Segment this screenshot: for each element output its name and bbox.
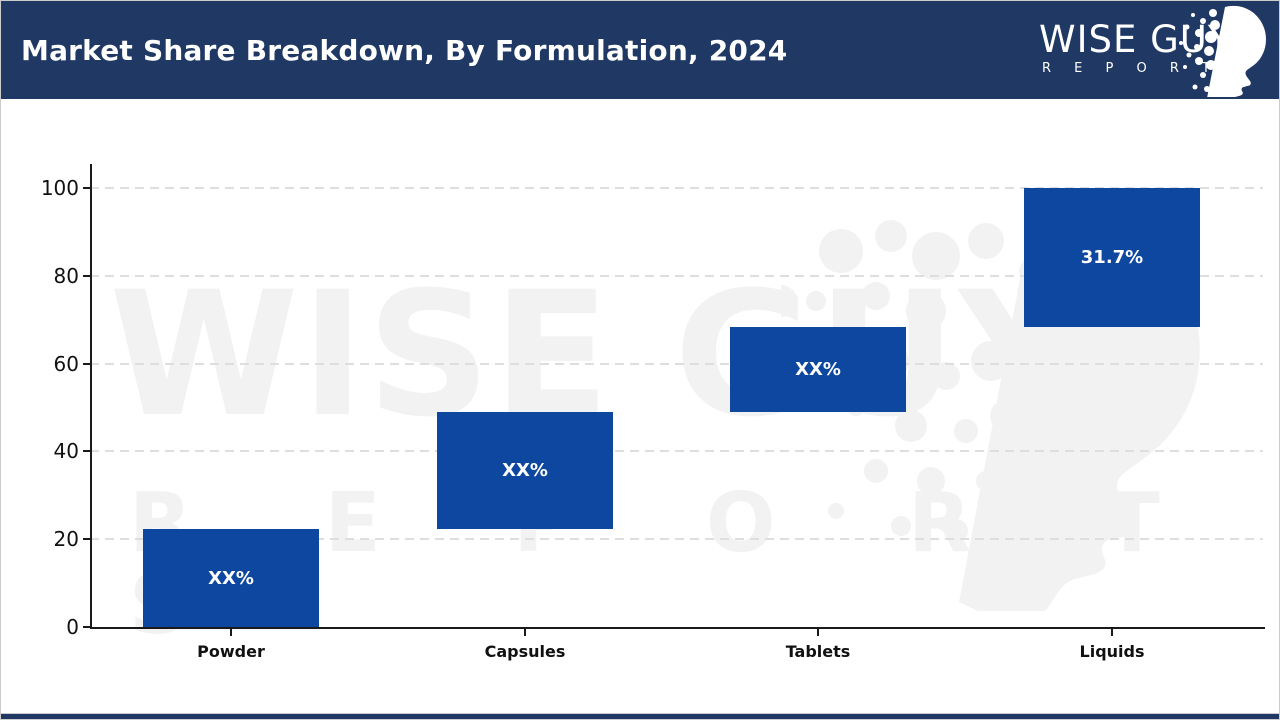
bar-value-label: XX%	[208, 567, 254, 589]
page-title: Market Share Breakdown, By Formulation, …	[21, 33, 788, 67]
y-axis-tick	[83, 274, 90, 277]
y-gridline	[90, 187, 1263, 190]
y-axis-tick-label: 60	[53, 351, 79, 376]
y-axis-tick-label: 40	[53, 439, 79, 464]
bar-value-label: XX%	[795, 359, 841, 381]
y-axis-tick	[83, 626, 90, 628]
x-axis-line	[90, 627, 1265, 629]
wiseguy-face-icon	[1179, 5, 1266, 97]
header-band: Market Share Breakdown, By Formulation, …	[1, 1, 1279, 99]
y-gridline	[90, 538, 1263, 541]
wiseguy-logo-wordmark: WISE GUY	[1039, 18, 1232, 61]
x-axis-tick	[230, 629, 232, 636]
wiseguy-logo-text: WISE GUY R E P O R T S	[1039, 21, 1251, 76]
bar-segment: XX%	[730, 327, 906, 413]
y-axis-tick	[83, 187, 90, 190]
y-gridline	[90, 450, 1263, 453]
bar-segment: XX%	[437, 412, 613, 530]
y-axis-tick	[83, 538, 90, 541]
y-axis-tick-label: 20	[53, 527, 79, 552]
x-axis-category-label: Liquids	[1079, 642, 1145, 661]
y-axis-line	[90, 164, 92, 629]
y-axis-tick-label: 0	[66, 615, 79, 639]
x-axis-category-label: Capsules	[484, 642, 566, 661]
x-axis-tick	[1111, 629, 1113, 636]
y-gridline	[90, 274, 1263, 277]
bar-segment: 31.7%	[1024, 188, 1200, 328]
x-axis-category-label: Powder	[197, 642, 265, 661]
bar-segment: XX%	[143, 529, 319, 627]
y-axis-tick	[83, 362, 90, 365]
y-gridline	[90, 362, 1263, 365]
plot-area: 0 20 40 60 80 100 XX% Powder XX% Capsules XX% Table…	[1, 99, 1279, 715]
y-axis-tick-label: 100	[40, 176, 79, 201]
bar-value-label: XX%	[502, 460, 548, 482]
bar-value-label: 31.7%	[1080, 247, 1144, 269]
y-axis-tick-label: 80	[53, 263, 79, 288]
footer-band	[1, 713, 1279, 719]
wiseguy-logo: WISE GUY R E P O R T S	[1011, 3, 1273, 97]
x-axis-tick	[524, 629, 526, 636]
wiseguy-logo-subtitle: R E P O R T S	[1042, 61, 1251, 76]
x-axis-tick	[817, 629, 819, 636]
y-axis-tick	[83, 450, 90, 453]
x-axis-category-label: Tablets	[785, 642, 851, 661]
